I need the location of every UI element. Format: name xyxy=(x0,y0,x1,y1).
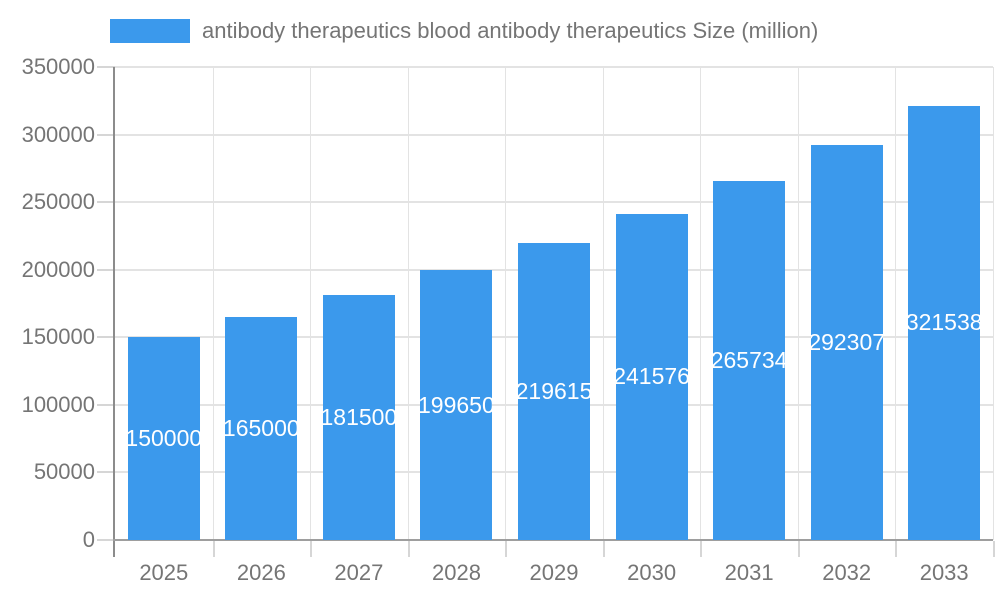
bar: 219615 xyxy=(518,243,590,540)
x-axis-tick xyxy=(797,541,800,557)
y-axis-tick xyxy=(97,471,115,474)
gridline-vertical xyxy=(407,67,409,540)
x-axis-label: 2032 xyxy=(822,560,872,585)
x-axis-tick xyxy=(993,541,995,557)
y-axis-label: 300000 xyxy=(21,121,95,147)
bar: 150000 xyxy=(127,337,200,540)
legend-label: antibody therapeutics blood antibody the… xyxy=(202,18,819,43)
gridline-horizontal xyxy=(115,66,993,68)
bar: 292307 xyxy=(810,145,883,540)
gridline-vertical xyxy=(505,67,507,540)
y-axis-tick xyxy=(97,201,115,204)
bar-value-label: 219615 xyxy=(518,378,590,405)
gridline-vertical xyxy=(310,67,312,540)
x-axis-tick xyxy=(895,541,898,557)
bar-value-label: 165000 xyxy=(225,415,298,441)
x-axis-label: 2033 xyxy=(919,560,969,585)
bar-value-label: 265734 xyxy=(713,346,786,373)
bar-value-label: 321538 xyxy=(908,309,981,336)
y-axis-label: 0 xyxy=(82,527,95,552)
x-axis-tick xyxy=(505,541,508,557)
gridline-vertical xyxy=(602,67,604,540)
x-axis-line xyxy=(113,539,993,541)
bar-value-label: 241576 xyxy=(615,363,688,390)
y-axis-tick xyxy=(97,403,115,406)
y-axis-label: 200000 xyxy=(21,256,95,282)
gridline-vertical xyxy=(212,67,214,540)
x-axis-tick xyxy=(700,541,703,557)
x-axis-label: 2029 xyxy=(529,560,579,585)
y-axis-tick xyxy=(97,539,115,541)
x-axis-tick xyxy=(212,541,215,557)
x-axis-label: 2030 xyxy=(627,560,677,585)
bar: 265734 xyxy=(713,180,786,540)
bar: 199650 xyxy=(420,270,493,540)
gridline-vertical xyxy=(700,67,702,540)
bar: 241576 xyxy=(615,213,688,540)
bar: 165000 xyxy=(225,317,298,540)
y-axis-tick xyxy=(97,336,115,339)
y-axis-tick xyxy=(97,133,115,136)
x-axis-tick xyxy=(310,541,313,557)
bar-value-label: 181500 xyxy=(322,403,395,430)
x-axis-label: 2031 xyxy=(724,560,774,585)
bar-value-label: 292307 xyxy=(810,329,883,355)
y-axis-tick xyxy=(97,268,115,271)
x-axis-label: 2027 xyxy=(334,560,384,585)
x-axis-label: 2028 xyxy=(432,560,481,585)
gridline-vertical xyxy=(993,67,994,540)
gridline-vertical xyxy=(797,67,799,540)
y-axis-label: 100000 xyxy=(21,391,95,417)
bar-value-label: 150000 xyxy=(127,425,200,452)
bar: 181500 xyxy=(322,294,395,540)
x-axis-label: 2026 xyxy=(236,560,286,585)
y-axis-tick xyxy=(97,66,115,68)
x-axis-tick xyxy=(602,541,605,557)
legend-swatch xyxy=(110,19,190,43)
y-axis-label: 50000 xyxy=(33,459,95,485)
y-axis-label: 150000 xyxy=(21,324,95,350)
gridline-vertical xyxy=(895,67,897,540)
bar: 321538 xyxy=(908,105,981,540)
y-axis-label: 250000 xyxy=(21,189,95,215)
x-axis-label: 2025 xyxy=(139,560,189,585)
bar-value-label: 199650 xyxy=(420,391,493,418)
y-axis-label: 350000 xyxy=(21,54,95,79)
gridline-horizontal xyxy=(115,201,993,204)
gridline-horizontal xyxy=(115,133,993,136)
y-axis-line xyxy=(113,67,115,557)
x-axis-tick xyxy=(407,541,410,557)
